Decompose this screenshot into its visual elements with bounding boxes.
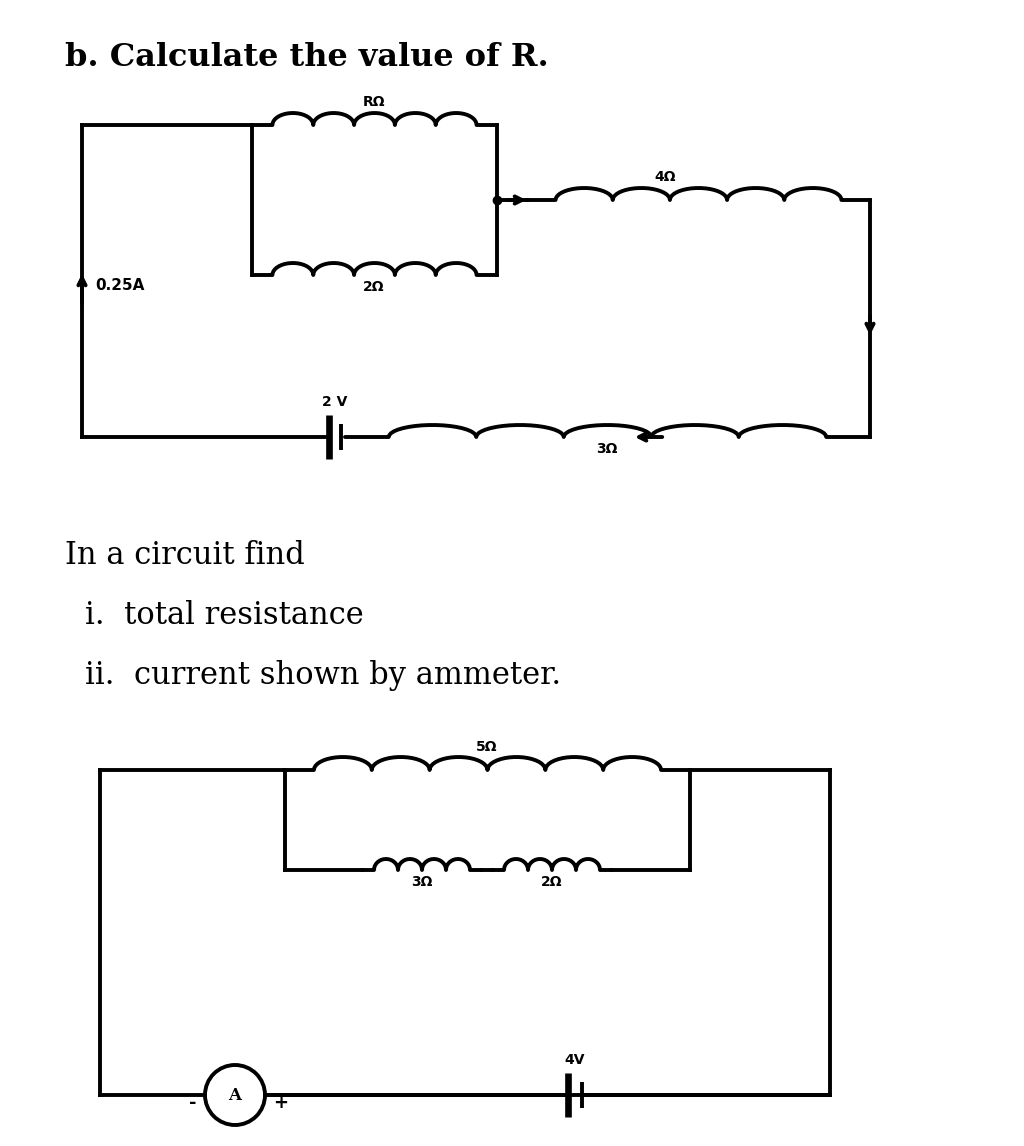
Text: 4Ω: 4Ω — [654, 170, 676, 185]
Text: 4V: 4V — [565, 1053, 586, 1067]
Text: 2 V: 2 V — [323, 395, 348, 409]
Text: In a circuit find: In a circuit find — [65, 540, 305, 571]
Text: A: A — [228, 1086, 242, 1104]
Text: -: - — [189, 1094, 197, 1112]
Text: 2Ω: 2Ω — [542, 876, 563, 889]
Text: 5Ω: 5Ω — [476, 740, 498, 754]
Text: i.  total resistance: i. total resistance — [85, 601, 364, 631]
Text: RΩ: RΩ — [362, 95, 385, 109]
Text: 0.25A: 0.25A — [95, 278, 144, 293]
Text: 3Ω: 3Ω — [412, 876, 433, 889]
Text: 3Ω: 3Ω — [596, 442, 617, 456]
Text: 2Ω: 2Ω — [364, 280, 385, 295]
Text: +: + — [273, 1094, 288, 1112]
Text: ii.  current shown by ammeter.: ii. current shown by ammeter. — [85, 660, 561, 691]
Text: b. Calculate the value of R.: b. Calculate the value of R. — [65, 42, 549, 73]
